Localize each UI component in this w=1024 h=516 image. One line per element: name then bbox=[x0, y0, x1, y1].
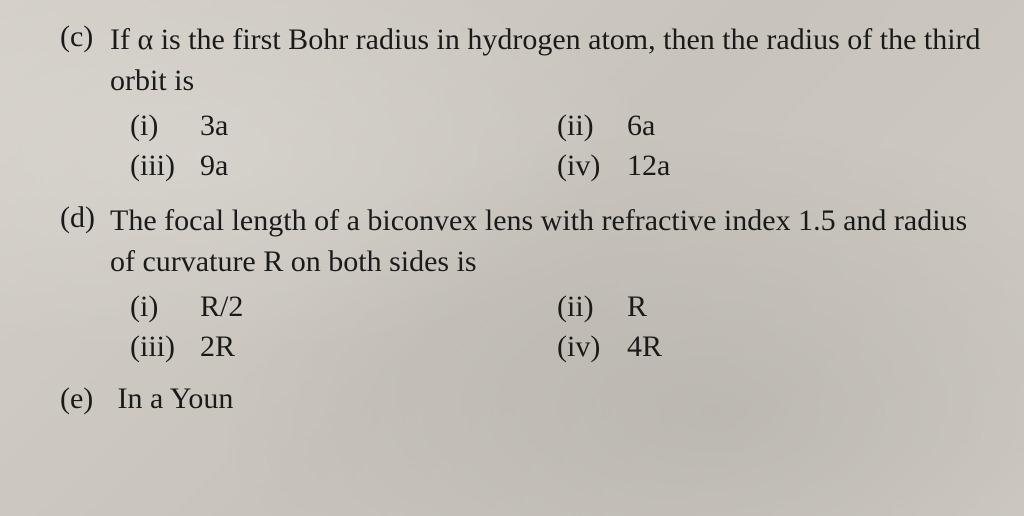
question-d-label: (d) bbox=[40, 201, 110, 235]
option-c-ii: (ii) 6a bbox=[557, 109, 984, 143]
question-d: (d) The focal length of a biconvex lens … bbox=[40, 201, 984, 364]
option-value: 3a bbox=[200, 109, 557, 143]
question-d-header: (d) The focal length of a biconvex lens … bbox=[40, 201, 984, 282]
option-c-i: (i) 3a bbox=[130, 109, 557, 143]
option-c-iv: (iv) 12a bbox=[557, 149, 984, 183]
option-d-iii: (iii) 2R bbox=[130, 330, 557, 364]
option-label: (i) bbox=[130, 290, 200, 324]
option-label: (iii) bbox=[130, 149, 200, 183]
option-label: (iv) bbox=[557, 330, 627, 364]
option-value: 4R bbox=[627, 330, 984, 364]
question-c-options: (i) 3a (ii) 6a (iii) 9a (iv) 12a bbox=[130, 109, 984, 183]
question-e-partial-text: In a Youn bbox=[118, 382, 234, 415]
option-d-i: (i) R/2 bbox=[130, 290, 557, 324]
option-value: 9a bbox=[200, 149, 557, 183]
option-label: (iv) bbox=[557, 149, 627, 183]
question-d-text: The focal length of a biconvex lens with… bbox=[110, 201, 984, 282]
question-d-options: (i) R/2 (ii) R (iii) 2R (iv) 4R bbox=[130, 290, 984, 364]
question-c-label: (c) bbox=[40, 20, 110, 54]
option-label: (ii) bbox=[557, 290, 627, 324]
option-value: 12a bbox=[627, 149, 984, 183]
option-d-ii: (ii) R bbox=[557, 290, 984, 324]
question-e-truncated: (e) In a Youn bbox=[60, 382, 984, 416]
option-label: (ii) bbox=[557, 109, 627, 143]
question-c-text: If α is the first Bohr radius in hydroge… bbox=[110, 20, 984, 101]
option-value: 6a bbox=[627, 109, 984, 143]
option-value: R/2 bbox=[200, 290, 557, 324]
question-c: (c) If α is the first Bohr radius in hyd… bbox=[40, 20, 984, 183]
option-value: 2R bbox=[200, 330, 557, 364]
option-c-iii: (iii) 9a bbox=[130, 149, 557, 183]
option-d-iv: (iv) 4R bbox=[557, 330, 984, 364]
option-value: R bbox=[627, 290, 984, 324]
question-c-header: (c) If α is the first Bohr radius in hyd… bbox=[40, 20, 984, 101]
option-label: (iii) bbox=[130, 330, 200, 364]
question-e-label: (e) bbox=[60, 382, 110, 416]
option-label: (i) bbox=[130, 109, 200, 143]
